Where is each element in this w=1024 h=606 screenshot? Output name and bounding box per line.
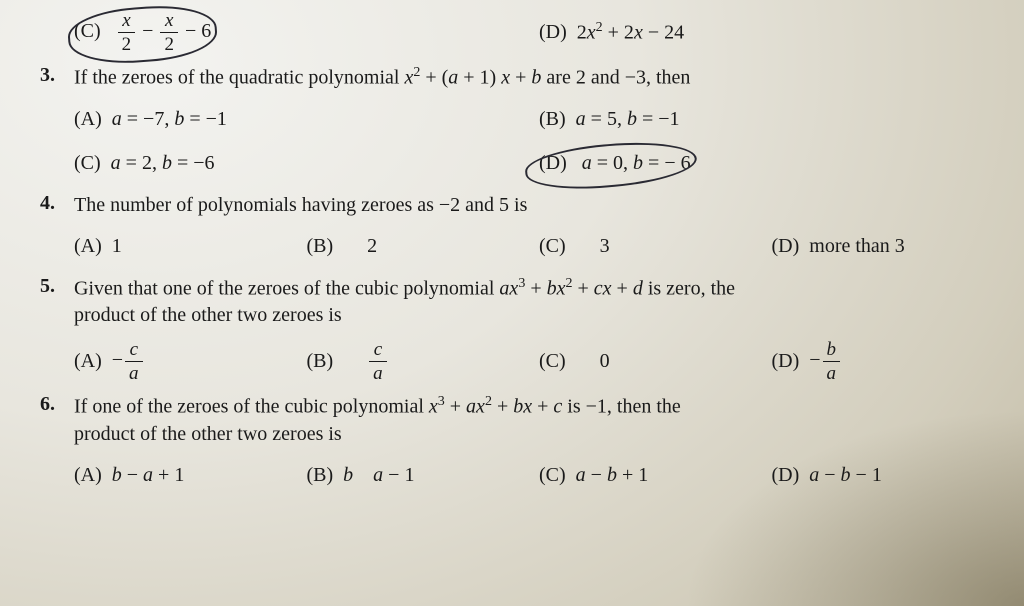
question-stem-line2: product of the other two zeroes is xyxy=(74,302,1004,329)
option-label: (C) xyxy=(539,462,566,489)
fraction: ba xyxy=(823,340,841,383)
option-text: more than 3 xyxy=(809,233,905,260)
option-label: (A) xyxy=(74,348,102,375)
question-5: 5. Given that one of the zeroes of the c… xyxy=(40,275,1004,384)
q5-option-a: (A) −ca xyxy=(74,339,307,383)
option-label: (C) xyxy=(74,150,101,177)
q6-option-a: (A) b − a + 1 xyxy=(74,454,307,498)
circled-answer-c: (C) x 2 − x 2 − 6 xyxy=(74,11,211,54)
question-stem-line2: product of the other two zeroes is xyxy=(74,421,1004,448)
fraction: ca xyxy=(369,340,387,383)
minus: − xyxy=(142,20,158,42)
question-number: 6. xyxy=(40,393,74,416)
q5-option-b: (B) ca xyxy=(307,339,540,383)
question-body: The number of polynomials having zeroes … xyxy=(74,192,1004,269)
q4-option-d: (D) more than 3 xyxy=(772,225,1005,269)
option-text: b a − 1 xyxy=(343,462,414,489)
question-number: 5. xyxy=(40,275,74,298)
exponent: 2 xyxy=(596,20,603,35)
option-text: a = −7, b = −1 xyxy=(112,106,227,133)
option-text: a = 0, b = − 6 xyxy=(582,152,691,174)
q6-options: (A) b − a + 1 (B) b a − 1 (C) a − b + 1 … xyxy=(74,454,1004,498)
option-text: 0 xyxy=(600,348,610,375)
option-expression: −ba xyxy=(809,340,842,383)
option-label: (C) xyxy=(539,233,566,260)
prev-option-d: (D) 2x2 + 2x − 24 xyxy=(539,10,1004,54)
option-label: (D) xyxy=(539,152,567,174)
worksheet-page: (C) x 2 − x 2 − 6 (D) 2x2 + 2x − 24 3. xyxy=(0,0,1024,606)
fraction: x 2 xyxy=(160,11,178,54)
option-label: (D) xyxy=(772,348,800,375)
q3-option-b: (B) a = 5, b = −1 xyxy=(539,98,1004,142)
q6-option-b: (B) b a − 1 xyxy=(307,454,540,498)
q5-option-c: (C) 0 xyxy=(539,339,772,383)
q3-option-a: (A) a = −7, b = −1 xyxy=(74,98,539,142)
option-label: (B) xyxy=(307,348,334,375)
question-number: 3. xyxy=(40,64,74,87)
q4-option-b: (B) 2 xyxy=(307,225,540,269)
prev-question-options: (C) x 2 − x 2 − 6 (D) 2x2 + 2x − 24 xyxy=(40,10,1004,54)
option-label: (B) xyxy=(307,233,334,260)
question-number: 4. xyxy=(40,192,74,215)
question-body: If one of the zeroes of the cubic polyno… xyxy=(74,393,1004,498)
q4-option-a: (A) 1 xyxy=(74,225,307,269)
option-label: (D) xyxy=(772,462,800,489)
option-text: 2 xyxy=(367,233,377,260)
q5-option-d: (D) −ba xyxy=(772,339,1005,383)
option-label: (D) xyxy=(772,233,800,260)
q6-option-c: (C) a − b + 1 xyxy=(539,454,772,498)
option-label: (B) xyxy=(539,106,566,133)
option-label: (D) xyxy=(539,21,567,44)
option-text: a = 2, b = −6 xyxy=(111,150,215,177)
fraction: x 2 xyxy=(118,11,136,54)
option-text: a − b − 1 xyxy=(809,462,882,489)
option-text: a = 5, b = −1 xyxy=(576,106,680,133)
question-stem: The number of polynomials having zeroes … xyxy=(74,194,527,216)
circled-answer-d: (D) a = 0, b = − 6 xyxy=(539,150,691,177)
option-text: 3 xyxy=(600,233,610,260)
question-6: 6. If one of the zeroes of the cubic pol… xyxy=(40,393,1004,498)
exponent: 3 xyxy=(438,394,445,409)
option-expression: −ca xyxy=(112,340,145,383)
q6-option-d: (D) a − b − 1 xyxy=(772,454,1005,498)
option-text: a − b + 1 xyxy=(576,462,649,489)
q4-options: (A) 1 (B) 2 (C) 3 (D) more than 3 xyxy=(74,225,1004,269)
q3-options: (A) a = −7, b = −1 (B) a = 5, b = −1 (C)… xyxy=(74,98,1004,186)
option-label: (B) xyxy=(307,462,334,489)
exponent: 2 xyxy=(485,394,492,409)
question-body: If the zeroes of the quadratic polynomia… xyxy=(74,64,1004,186)
option-label: (A) xyxy=(74,233,102,260)
option-text: b − a + 1 xyxy=(112,462,185,489)
question-body: Given that one of the zeroes of the cubi… xyxy=(74,275,1004,384)
option-expression: 2x2 + 2x − 24 xyxy=(577,20,684,45)
option-label: (A) xyxy=(74,106,102,133)
q5-options: (A) −ca (B) ca (C) 0 (D) xyxy=(74,339,1004,383)
question-3: 3. If the zeroes of the quadratic polyno… xyxy=(40,64,1004,186)
question-4: 4. The number of polynomials having zero… xyxy=(40,192,1004,269)
option-label: (C) xyxy=(74,20,101,42)
option-expression: ca xyxy=(367,340,389,383)
q3-option-c: (C) a = 2, b = −6 xyxy=(74,142,539,186)
q4-option-c: (C) 3 xyxy=(539,225,772,269)
option-label: (C) xyxy=(539,348,566,375)
prev-option-c: (C) x 2 − x 2 − 6 xyxy=(74,10,539,54)
fraction: ca xyxy=(125,340,143,383)
option-text: 1 xyxy=(112,233,122,260)
q3-option-d: (D) a = 0, b = − 6 xyxy=(539,142,1004,186)
option-label: (A) xyxy=(74,462,102,489)
